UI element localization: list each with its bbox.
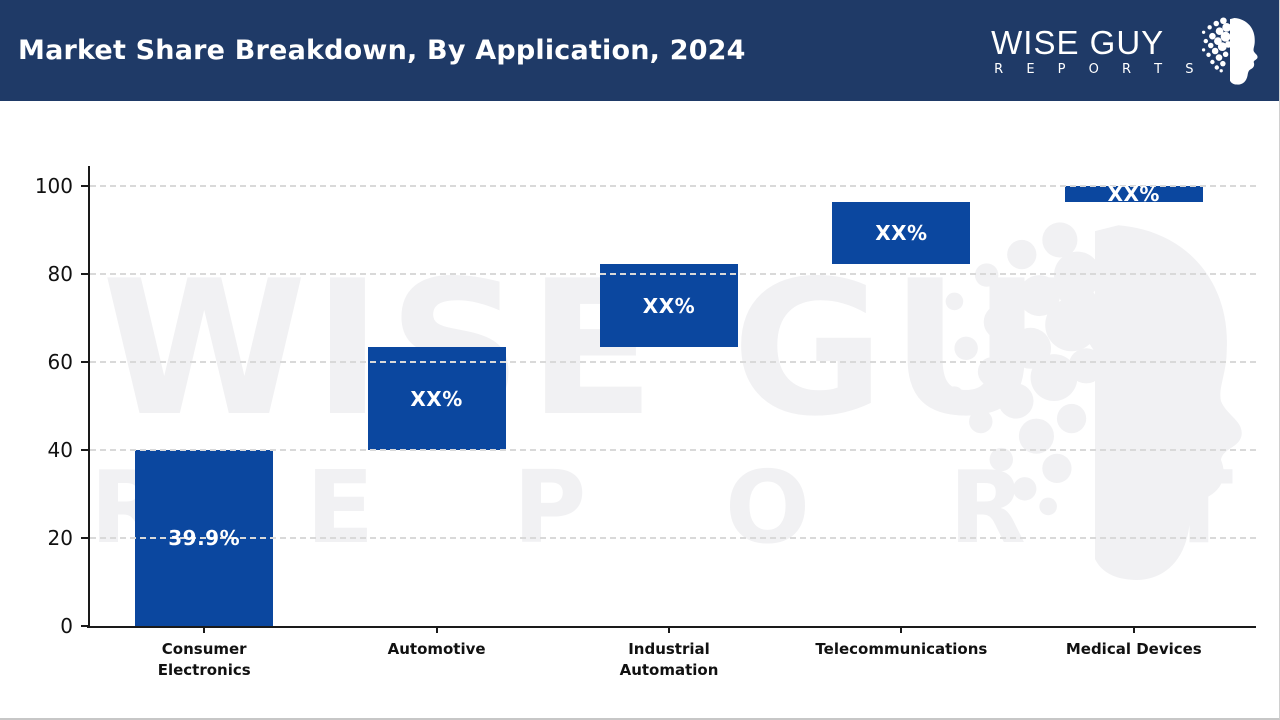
gridline-80 [90, 273, 1256, 275]
gridline-60 [90, 361, 1256, 363]
bar-industrial-automation [600, 264, 738, 348]
logo-subtitle: R E P O R T S [994, 61, 1203, 77]
bar-value-label: XX% [875, 221, 928, 246]
gridline-40 [90, 449, 1256, 451]
face-profile-dots-icon [1201, 16, 1258, 85]
x-tick-2 [435, 627, 438, 633]
bar-value-label: XX% [1107, 181, 1160, 206]
bar-telecommunications [832, 201, 971, 265]
category-label: Medical Devices [1065, 640, 1202, 658]
y-tick-label-20: 20 [47, 526, 73, 550]
y-axis-spine [88, 166, 90, 628]
bar-value-label: XX% [642, 293, 696, 318]
y-tick-label-40: 40 [47, 438, 73, 462]
x-axis-spine [87, 626, 1256, 628]
header-bar: Market Share Breakdown, By Application, … [0, 0, 1279, 101]
wiseguy-logo: WISE GUY R E P O R T S [991, 9, 1263, 93]
gridline-20 [90, 537, 1256, 539]
x-tick-5 [1132, 627, 1135, 633]
y-tick-80 [81, 273, 88, 275]
y-tick-label-60: 60 [47, 350, 73, 374]
bar-automotive [367, 347, 506, 451]
y-tick-40 [81, 449, 88, 451]
logo-wordmark: WISE GUY [991, 23, 1165, 61]
y-tick-label-100: 100 [34, 174, 73, 198]
page-title: Market Share Breakdown, By Application, … [18, 35, 746, 66]
x-tick-1 [203, 627, 206, 633]
bar-medical-devices [1064, 186, 1203, 202]
bar-value-label: XX% [410, 386, 463, 411]
x-tick-3 [668, 627, 670, 633]
category-label: Consumer Electronics [157, 640, 251, 679]
wiseguy-logo-text: WISE GUY R E P O R T S [991, 26, 1203, 76]
y-tick-label-80: 80 [47, 262, 73, 286]
y-tick-60 [81, 361, 88, 363]
x-tick-4 [900, 627, 903, 633]
gridline-100 [90, 185, 1256, 187]
category-label: Telecommunications [815, 640, 988, 658]
y-tick-label-0: 0 [60, 614, 73, 638]
category-label: Automotive [387, 640, 486, 658]
y-tick-100 [81, 185, 88, 187]
bar-value-label: 39.9% [168, 526, 241, 551]
category-label: Industrial Automation [619, 640, 719, 679]
y-tick-0 [81, 625, 88, 627]
y-tick-20 [81, 537, 88, 539]
plot-area: WISE GUY R E P O R T S 02040608010039.9%… [0, 101, 1279, 718]
